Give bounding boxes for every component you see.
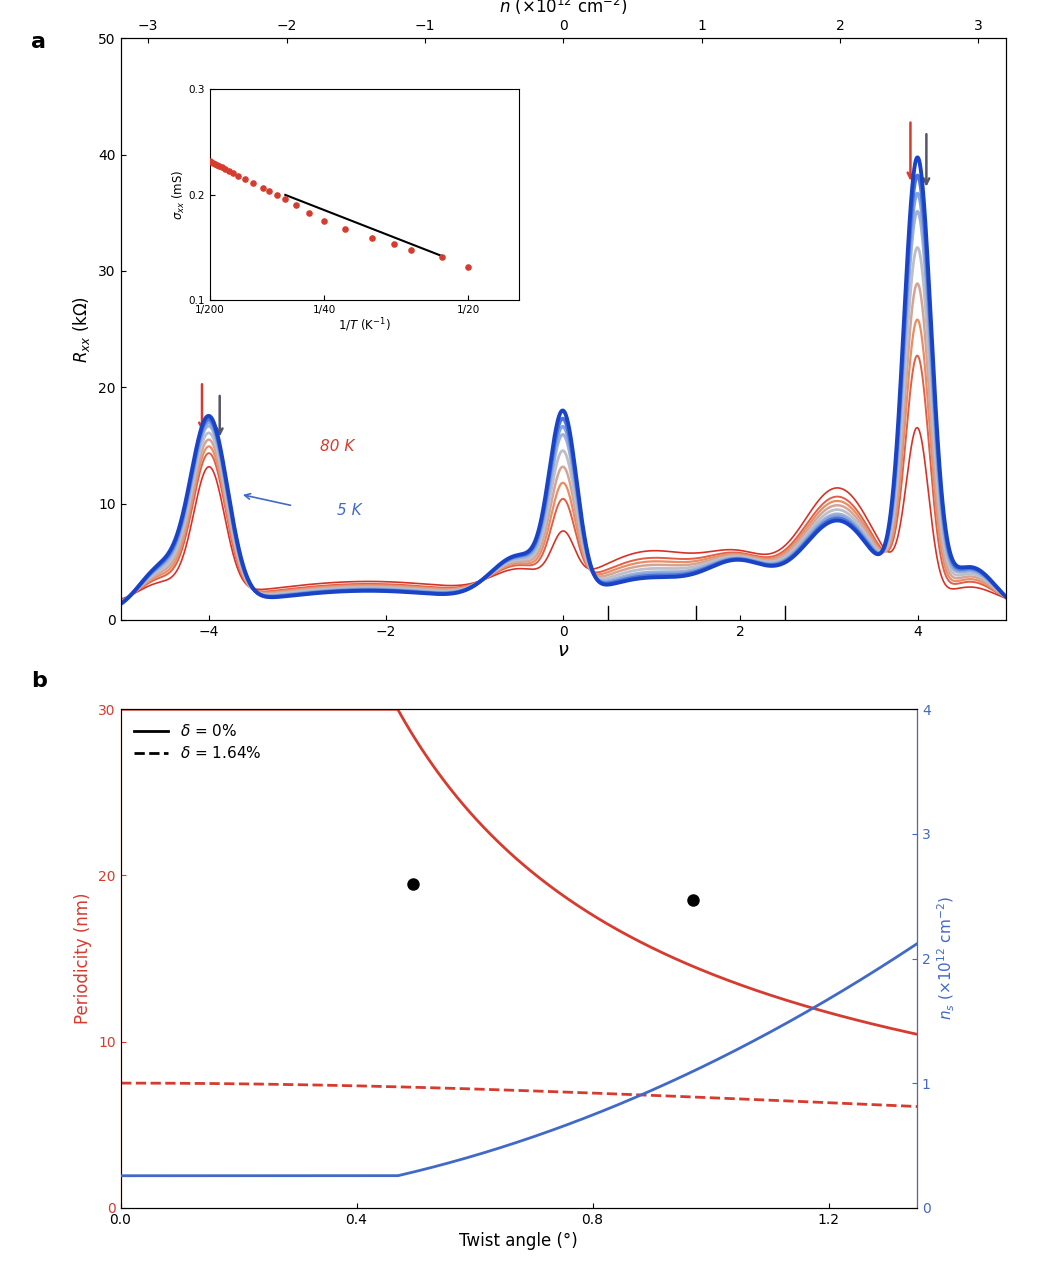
Point — [220, 161, 237, 181]
Point — [364, 227, 380, 248]
Point — [204, 153, 221, 174]
Point — [268, 184, 285, 204]
Point — [277, 189, 293, 210]
Point — [255, 178, 271, 198]
Point — [211, 156, 227, 176]
Point — [460, 257, 477, 277]
Y-axis label: $R_{xx}$ (k$\Omega$): $R_{xx}$ (k$\Omega$) — [71, 295, 92, 363]
Point — [201, 151, 218, 171]
X-axis label: $\nu$: $\nu$ — [558, 642, 569, 661]
Text: a: a — [31, 32, 46, 52]
X-axis label: $n$ ($\times$10$^{12}$ cm$^{-2}$): $n$ ($\times$10$^{12}$ cm$^{-2}$) — [499, 0, 628, 17]
Text: 5 K: 5 K — [337, 504, 363, 518]
Point — [209, 155, 225, 175]
Point — [224, 162, 241, 183]
Y-axis label: $\sigma_{xx}$ (mS): $\sigma_{xx}$ (mS) — [171, 170, 187, 220]
Point — [261, 180, 278, 201]
X-axis label: Twist angle (°): Twist angle (°) — [459, 1232, 578, 1250]
Point — [214, 157, 231, 178]
X-axis label: $1/T$ (K$^{-1}$): $1/T$ (K$^{-1}$) — [337, 317, 391, 334]
Point — [386, 234, 402, 254]
Point — [244, 173, 261, 193]
Point — [287, 196, 304, 216]
Point — [434, 247, 451, 267]
Point — [300, 203, 316, 224]
Y-axis label: Periodicity (nm): Periodicity (nm) — [74, 893, 92, 1024]
Point — [230, 166, 246, 187]
Point — [217, 158, 234, 179]
Point — [202, 152, 219, 173]
Text: b: b — [31, 671, 47, 691]
Point — [236, 169, 253, 189]
Legend: $\delta$ = 0%, $\delta$ = 1.64%: $\delta$ = 0%, $\delta$ = 1.64% — [128, 717, 267, 767]
Point — [336, 219, 353, 239]
Y-axis label: $n_s$ ($\times$10$^{12}$ cm$^{-2}$): $n_s$ ($\times$10$^{12}$ cm$^{-2}$) — [936, 897, 958, 1020]
Point — [206, 155, 223, 175]
Point — [316, 211, 333, 231]
Point — [402, 239, 419, 259]
Text: 80 K: 80 K — [320, 440, 354, 454]
